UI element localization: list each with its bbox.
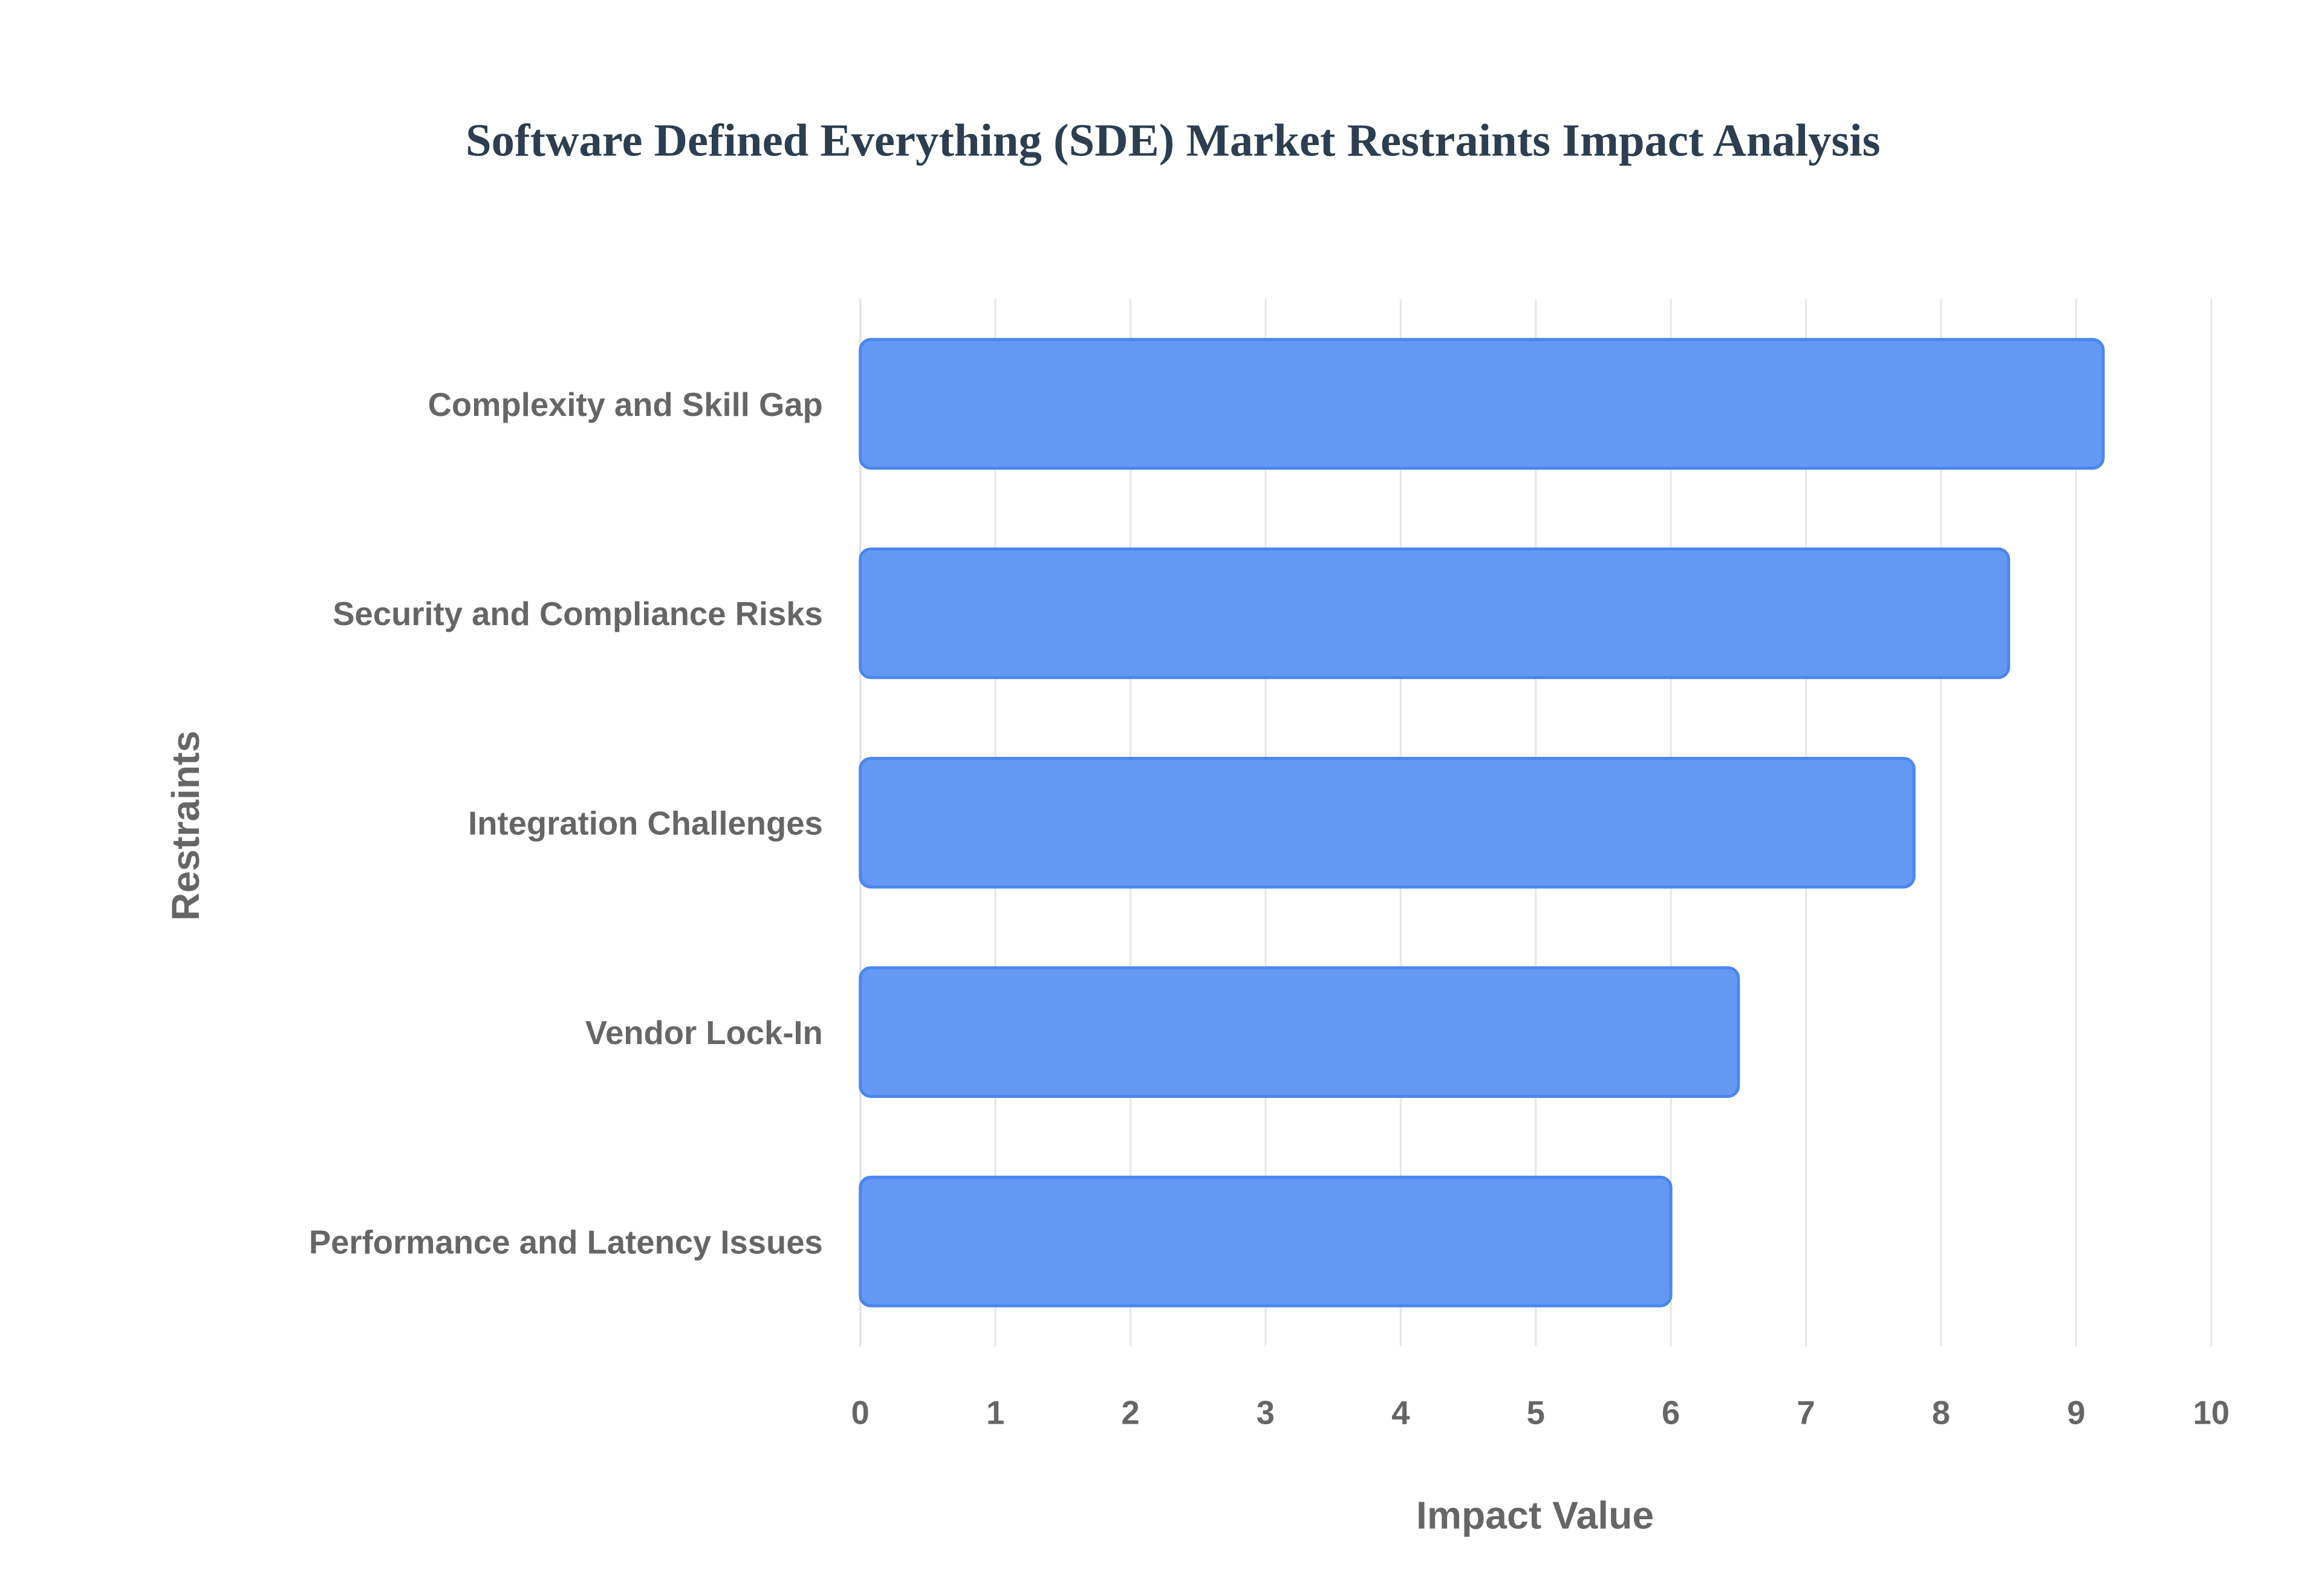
x-tick-label: 10: [2193, 1394, 2230, 1431]
y-axis-label: Restraints: [164, 731, 207, 921]
x-tick-label: 6: [1662, 1394, 1680, 1431]
x-tick-label: 5: [1527, 1394, 1545, 1431]
x-tick-label: 3: [1257, 1394, 1275, 1431]
x-tick-label: 7: [1797, 1394, 1815, 1431]
bar: [859, 338, 2105, 470]
category-label: Complexity and Skill Gap: [428, 386, 823, 423]
category-label: Vendor Lock-In: [585, 1014, 823, 1051]
bar: [859, 1175, 1673, 1308]
x-tick-label: 8: [1932, 1394, 1950, 1431]
x-tick-label: 9: [2067, 1394, 2085, 1431]
category-label: Integration Challenges: [468, 805, 823, 842]
bar: [859, 756, 1916, 889]
category-labels: Complexity and Skill Gap Security and Com…: [309, 386, 823, 1261]
bar: [859, 547, 2011, 680]
x-tick-labels: 0 1 2 3 4 5 6 7 8 9 10: [851, 1394, 2230, 1431]
x-tick-label: 2: [1121, 1394, 1139, 1431]
chart-title: Software Defined Everything (SDE) Market…: [466, 114, 1881, 166]
bar: [859, 966, 1740, 1098]
category-label: Performance and Latency Issues: [309, 1224, 823, 1260]
x-tick-label: 1: [986, 1394, 1004, 1431]
x-axis-label: Impact Value: [1416, 1494, 1654, 1537]
bars: [859, 338, 2105, 1308]
x-tick-label: 0: [851, 1394, 870, 1431]
category-label: Security and Compliance Risks: [333, 595, 823, 632]
x-tick-label: 4: [1391, 1394, 1410, 1431]
